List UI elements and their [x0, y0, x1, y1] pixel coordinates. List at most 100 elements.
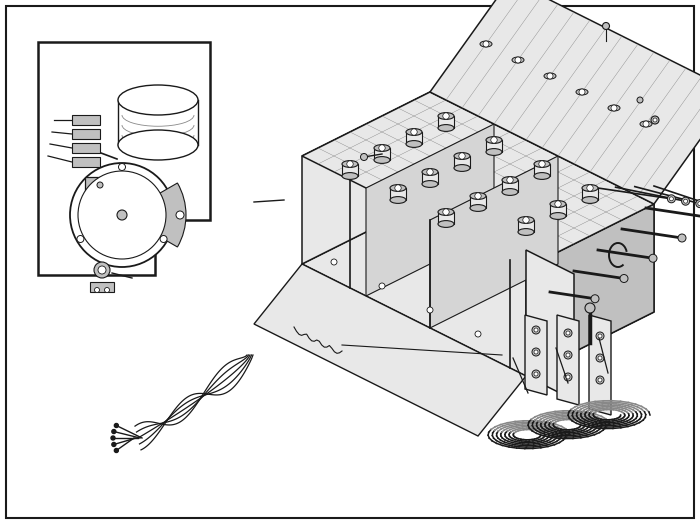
Circle shape [94, 262, 110, 278]
Ellipse shape [470, 193, 486, 200]
Polygon shape [390, 188, 406, 200]
Circle shape [698, 202, 700, 205]
Circle shape [331, 259, 337, 265]
Circle shape [112, 430, 116, 433]
Circle shape [112, 442, 116, 446]
Ellipse shape [518, 228, 534, 235]
Circle shape [566, 353, 570, 357]
Circle shape [678, 234, 686, 242]
Circle shape [669, 197, 673, 201]
Ellipse shape [422, 169, 438, 176]
Circle shape [507, 177, 513, 183]
Circle shape [564, 329, 572, 337]
Ellipse shape [582, 196, 598, 203]
Wedge shape [122, 183, 186, 247]
Circle shape [653, 118, 657, 122]
Circle shape [534, 328, 538, 332]
Circle shape [566, 375, 570, 379]
Circle shape [684, 199, 687, 203]
Ellipse shape [454, 165, 470, 171]
Circle shape [360, 154, 368, 160]
Polygon shape [557, 315, 579, 405]
Circle shape [696, 200, 700, 208]
Ellipse shape [608, 105, 620, 111]
Ellipse shape [374, 157, 390, 163]
Polygon shape [534, 164, 550, 176]
Circle shape [483, 41, 489, 47]
Circle shape [637, 97, 643, 103]
Polygon shape [582, 188, 598, 200]
Ellipse shape [550, 213, 566, 220]
Circle shape [379, 145, 385, 151]
Circle shape [94, 288, 99, 292]
Ellipse shape [422, 181, 438, 188]
Circle shape [667, 195, 676, 203]
Circle shape [176, 211, 184, 219]
Ellipse shape [534, 160, 550, 167]
Polygon shape [430, 92, 654, 312]
Circle shape [532, 348, 540, 356]
Polygon shape [526, 250, 574, 400]
Ellipse shape [512, 57, 524, 63]
Ellipse shape [406, 128, 422, 135]
Circle shape [114, 423, 118, 428]
Polygon shape [550, 204, 566, 216]
Ellipse shape [582, 184, 598, 191]
Polygon shape [454, 156, 470, 168]
Ellipse shape [438, 125, 454, 132]
Polygon shape [302, 92, 430, 264]
Circle shape [70, 163, 174, 267]
Ellipse shape [502, 177, 518, 183]
Polygon shape [486, 140, 502, 152]
Circle shape [515, 57, 521, 63]
Circle shape [620, 275, 628, 282]
Ellipse shape [576, 89, 588, 95]
Polygon shape [518, 220, 534, 232]
Polygon shape [366, 124, 494, 296]
Circle shape [532, 370, 540, 378]
Circle shape [587, 185, 593, 191]
Ellipse shape [518, 216, 534, 223]
Circle shape [427, 307, 433, 313]
Ellipse shape [544, 73, 556, 79]
Ellipse shape [550, 201, 566, 208]
Circle shape [598, 356, 602, 360]
Circle shape [78, 171, 166, 259]
Circle shape [532, 326, 540, 334]
Circle shape [118, 163, 125, 170]
Circle shape [458, 153, 466, 159]
Circle shape [160, 235, 167, 243]
Polygon shape [254, 264, 526, 436]
Polygon shape [502, 180, 518, 192]
Ellipse shape [454, 152, 470, 159]
Ellipse shape [480, 41, 492, 47]
Ellipse shape [390, 184, 406, 191]
Circle shape [379, 283, 385, 289]
Ellipse shape [640, 121, 652, 127]
Circle shape [598, 378, 602, 382]
Circle shape [443, 113, 449, 119]
Circle shape [114, 449, 118, 453]
Polygon shape [38, 42, 210, 275]
Circle shape [98, 266, 106, 274]
Circle shape [598, 334, 602, 338]
Polygon shape [342, 164, 358, 176]
Polygon shape [430, 0, 700, 204]
Polygon shape [406, 132, 422, 144]
Circle shape [603, 23, 610, 29]
Circle shape [523, 217, 529, 223]
Ellipse shape [438, 209, 454, 215]
Ellipse shape [118, 85, 198, 115]
Ellipse shape [470, 204, 486, 211]
Circle shape [643, 121, 649, 127]
Circle shape [649, 254, 657, 262]
Circle shape [564, 351, 572, 359]
Ellipse shape [438, 221, 454, 227]
Circle shape [104, 288, 109, 292]
Ellipse shape [118, 130, 198, 160]
Polygon shape [302, 200, 654, 376]
Circle shape [579, 89, 585, 95]
Circle shape [395, 185, 401, 191]
Bar [72, 157, 100, 167]
Ellipse shape [374, 145, 390, 151]
